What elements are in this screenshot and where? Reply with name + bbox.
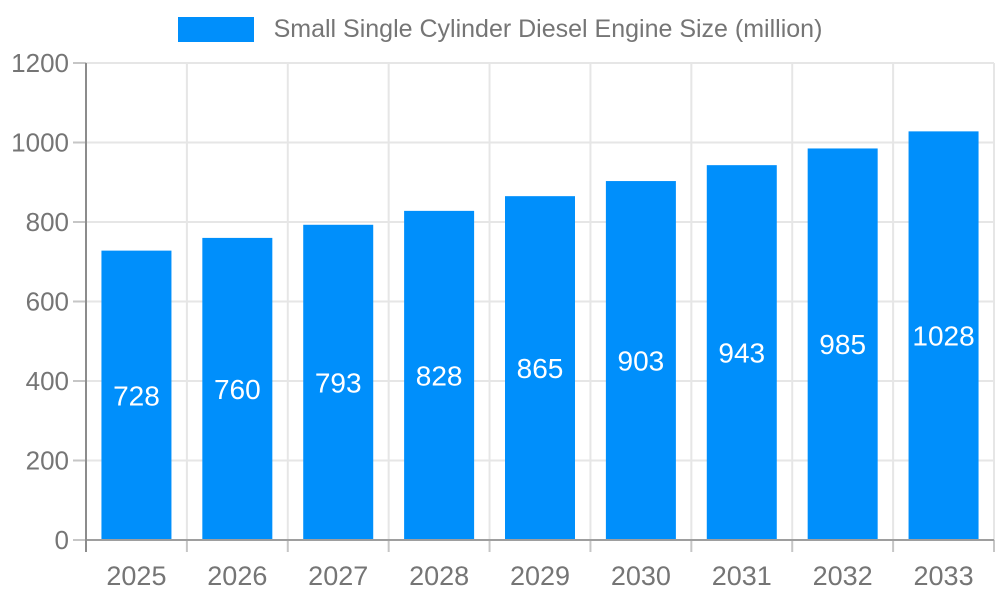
bar-label-2032: 985 xyxy=(819,329,866,360)
bar-2027 xyxy=(303,224,374,540)
bar-label-2028: 828 xyxy=(416,360,463,391)
bar-label-2025: 728 xyxy=(113,380,160,411)
y-axis-label-800: 800 xyxy=(26,207,69,237)
bar-2028 xyxy=(404,210,475,540)
bar-2030 xyxy=(605,181,676,540)
y-axis-label-200: 200 xyxy=(26,446,69,476)
x-axis-label-2028: 2028 xyxy=(409,561,469,591)
legend-swatch xyxy=(177,17,254,42)
x-axis-label-2026: 2026 xyxy=(207,561,267,591)
x-axis-label-2031: 2031 xyxy=(712,561,772,591)
x-axis-label-2025: 2025 xyxy=(106,561,166,591)
x-axis-label-2032: 2032 xyxy=(813,561,873,591)
bar-2032 xyxy=(807,148,878,540)
y-axis-label-400: 400 xyxy=(26,366,69,396)
y-axis-label-1000: 1000 xyxy=(11,128,69,158)
y-axis-label-600: 600 xyxy=(26,287,69,317)
bar-2026 xyxy=(202,237,273,540)
y-axis-label-0: 0 xyxy=(55,525,69,555)
bar-2031 xyxy=(706,165,777,540)
x-axis-label-2027: 2027 xyxy=(308,561,368,591)
bar-2029 xyxy=(505,196,575,540)
bar-label-2027: 793 xyxy=(315,367,362,398)
bar-2033 xyxy=(908,131,979,540)
x-axis-label-2030: 2030 xyxy=(611,561,671,591)
legend[interactable]: Small Single Cylinder Diesel Engine Size… xyxy=(0,15,1000,44)
y-axis-label-1200: 1200 xyxy=(11,48,69,78)
bar-label-2030: 903 xyxy=(618,346,665,377)
x-axis-label-2029: 2029 xyxy=(510,561,570,591)
bar-label-2031: 943 xyxy=(718,338,765,369)
bar-label-2026: 760 xyxy=(214,374,261,405)
bar-2025 xyxy=(101,250,172,540)
bar-label-2029: 865 xyxy=(517,353,564,384)
x-axis-label-2033: 2033 xyxy=(914,561,974,591)
bar-label-2033: 1028 xyxy=(912,321,974,352)
legend-label: Small Single Cylinder Diesel Engine Size… xyxy=(273,15,823,43)
